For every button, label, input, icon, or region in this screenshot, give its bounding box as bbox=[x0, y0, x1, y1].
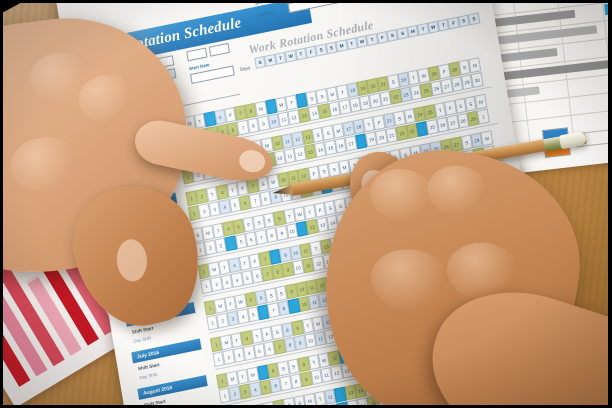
gantt-marker bbox=[604, 2, 612, 16]
field-input-rotation-a[interactable] bbox=[186, 47, 208, 62]
day-cell[interactable]: M bbox=[480, 130, 494, 147]
month-tab[interactable]: July 2016 bbox=[131, 338, 202, 364]
month-tab[interactable]: August 2016 bbox=[137, 375, 208, 400]
shift-sublabel: Day Shift bbox=[132, 335, 152, 344]
day-cell[interactable]: M bbox=[474, 93, 488, 110]
month-label: August 2016 bbox=[142, 384, 173, 397]
fingernail bbox=[237, 147, 268, 175]
day-cell[interactable]: 1 bbox=[477, 108, 490, 125]
month-label: July 2016 bbox=[136, 349, 160, 360]
shift-label: Shift Start bbox=[137, 362, 160, 372]
field-input-rotation-b[interactable] bbox=[208, 42, 230, 57]
shift-label: Shift Start bbox=[131, 325, 154, 335]
thumbnail bbox=[115, 238, 149, 283]
shift-label: Shift Start bbox=[143, 398, 167, 408]
weekday-header-cell: S bbox=[467, 12, 480, 26]
field-label-days: Days bbox=[239, 65, 251, 73]
day-cell[interactable]: 30 bbox=[471, 72, 484, 88]
day-cell[interactable]: M bbox=[468, 57, 482, 74]
field-input-starting[interactable] bbox=[287, 0, 349, 14]
shift-sublabel: Day Shift bbox=[139, 371, 158, 381]
